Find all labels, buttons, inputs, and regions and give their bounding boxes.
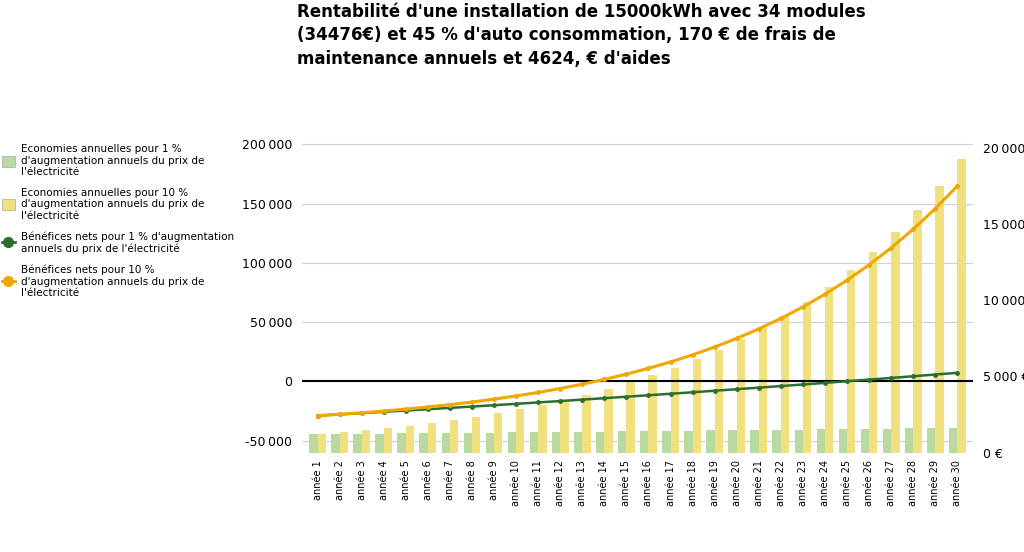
- Bar: [736, 339, 745, 453]
- Bar: [420, 433, 428, 453]
- Bar: [596, 432, 604, 453]
- Bar: [728, 430, 736, 453]
- Bar: [781, 316, 790, 453]
- Bar: [692, 359, 701, 453]
- Bar: [376, 433, 384, 453]
- Bar: [508, 432, 516, 453]
- Bar: [384, 428, 392, 453]
- Bar: [516, 409, 524, 453]
- Bar: [353, 434, 361, 453]
- Bar: [494, 413, 503, 453]
- Bar: [552, 432, 560, 453]
- Bar: [891, 232, 899, 453]
- Bar: [441, 433, 450, 453]
- Bar: [927, 428, 935, 453]
- Bar: [663, 431, 671, 453]
- Bar: [397, 433, 406, 453]
- Bar: [361, 430, 370, 453]
- Bar: [861, 429, 869, 453]
- Bar: [648, 375, 656, 453]
- Bar: [428, 423, 436, 453]
- Bar: [883, 429, 891, 453]
- Bar: [825, 287, 834, 453]
- Bar: [583, 395, 591, 453]
- Bar: [905, 428, 913, 453]
- Bar: [715, 349, 723, 453]
- Bar: [772, 430, 781, 453]
- Bar: [707, 431, 715, 453]
- Bar: [464, 433, 472, 453]
- Bar: [485, 433, 494, 453]
- Bar: [340, 432, 348, 453]
- Bar: [539, 405, 547, 453]
- Bar: [957, 159, 966, 453]
- Text: Rentabilité d'une installation de 15000kWh avec 34 modules
(34476€) et 45 % d'au: Rentabilité d'une installation de 15000k…: [297, 3, 865, 68]
- Bar: [869, 252, 878, 453]
- Bar: [847, 270, 855, 453]
- Bar: [839, 429, 847, 453]
- Bar: [450, 420, 459, 453]
- Bar: [331, 434, 340, 453]
- Bar: [627, 383, 635, 453]
- Bar: [795, 429, 803, 453]
- Bar: [573, 432, 583, 453]
- Bar: [309, 434, 317, 453]
- Bar: [816, 429, 825, 453]
- Bar: [759, 328, 767, 453]
- Bar: [604, 389, 612, 453]
- Bar: [751, 430, 759, 453]
- Bar: [618, 431, 627, 453]
- Bar: [406, 426, 414, 453]
- Bar: [913, 210, 922, 453]
- Bar: [935, 185, 944, 453]
- Bar: [529, 432, 539, 453]
- Legend: Economies annuelles pour 1 %
d'augmentation annuels du prix de
l'électricité, Ec: Economies annuelles pour 1 % d'augmentat…: [2, 144, 234, 298]
- Bar: [803, 302, 811, 453]
- Bar: [472, 417, 480, 453]
- Bar: [560, 400, 568, 453]
- Bar: [317, 434, 326, 453]
- Bar: [949, 428, 957, 453]
- Bar: [671, 368, 679, 453]
- Bar: [684, 431, 692, 453]
- Bar: [640, 431, 648, 453]
